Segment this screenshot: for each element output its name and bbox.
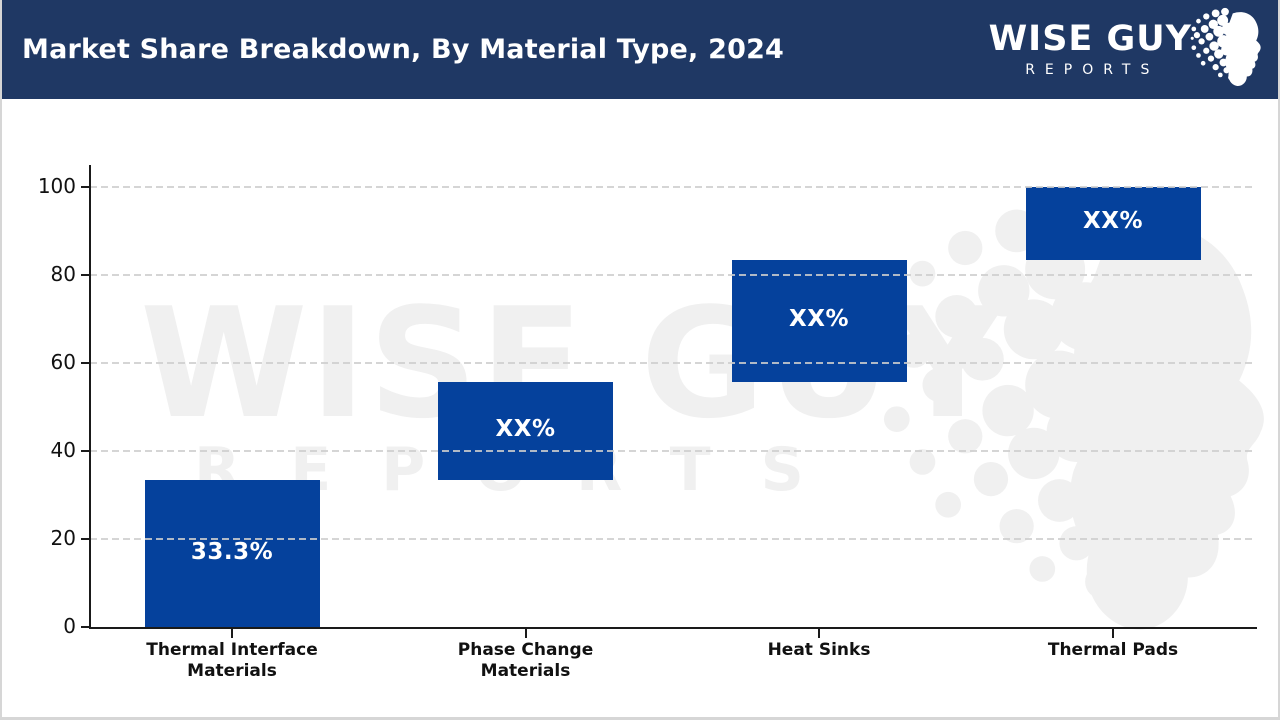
y-tick-label: 100 (37, 174, 76, 198)
x-tick (524, 629, 527, 638)
x-axis-label: Heat Sinks (689, 640, 949, 661)
y-tick (81, 626, 90, 628)
x-tick (818, 629, 820, 638)
y-tick-label: 80 (50, 262, 76, 286)
bar-value-label: XX% (495, 416, 556, 443)
gridline (90, 274, 1255, 276)
bar-value-label: XX% (788, 305, 849, 332)
chart-title: Market Share Breakdown, By Material Type… (22, 34, 785, 65)
x-axis-label-line: Heat Sinks (767, 640, 871, 660)
logo-wiseguy-label: WISE GUY (988, 18, 1192, 59)
logo-face-icon (1190, 7, 1261, 86)
x-axis-label: Thermal Interface Materials (102, 640, 362, 681)
y-axis-line (89, 165, 91, 629)
logo-text: WISE GUY REPORTS (988, 18, 1192, 78)
gridline (90, 186, 1255, 188)
bar-value-label: 33.3% (190, 538, 274, 565)
bar-value-label: XX% (1082, 208, 1143, 235)
header-bar: Market Share Breakdown, By Material Type… (2, 0, 1278, 99)
y-tick-label: 20 (50, 526, 76, 550)
bar (144, 480, 320, 627)
wiseguy-logo: WISE GUY REPORTS (989, 7, 1264, 93)
x-tick (1112, 629, 1114, 638)
x-axis-line (89, 627, 1257, 629)
x-axis-label-line: Materials (187, 660, 277, 681)
y-tick (81, 450, 90, 452)
watermark-face-icon (879, 200, 1264, 630)
x-axis-label-line: Materials (480, 660, 571, 681)
y-tick-label: 40 (50, 438, 76, 462)
bar (1025, 187, 1201, 260)
y-tick-label: 60 (50, 350, 76, 374)
gridline (90, 362, 1255, 364)
x-axis-label-line: Thermal Interface (146, 640, 318, 660)
y-tick (81, 186, 90, 188)
x-axis-label-line: Thermal Pads (1047, 640, 1179, 660)
gridline (90, 538, 1255, 540)
logo-reports-label: REPORTS (1025, 61, 1160, 78)
x-tick (231, 629, 233, 638)
y-tick (81, 362, 90, 364)
x-axis-label: Thermal Pads (983, 640, 1243, 661)
y-tick (81, 538, 90, 540)
x-axis-label: Phase Change Materials (396, 640, 656, 681)
gridline (90, 450, 1255, 452)
y-tick (81, 274, 90, 276)
y-tick-label: 0 (63, 614, 76, 638)
bar (438, 381, 613, 481)
bar (731, 259, 907, 382)
x-axis-label-line: Phase Change (457, 640, 594, 660)
